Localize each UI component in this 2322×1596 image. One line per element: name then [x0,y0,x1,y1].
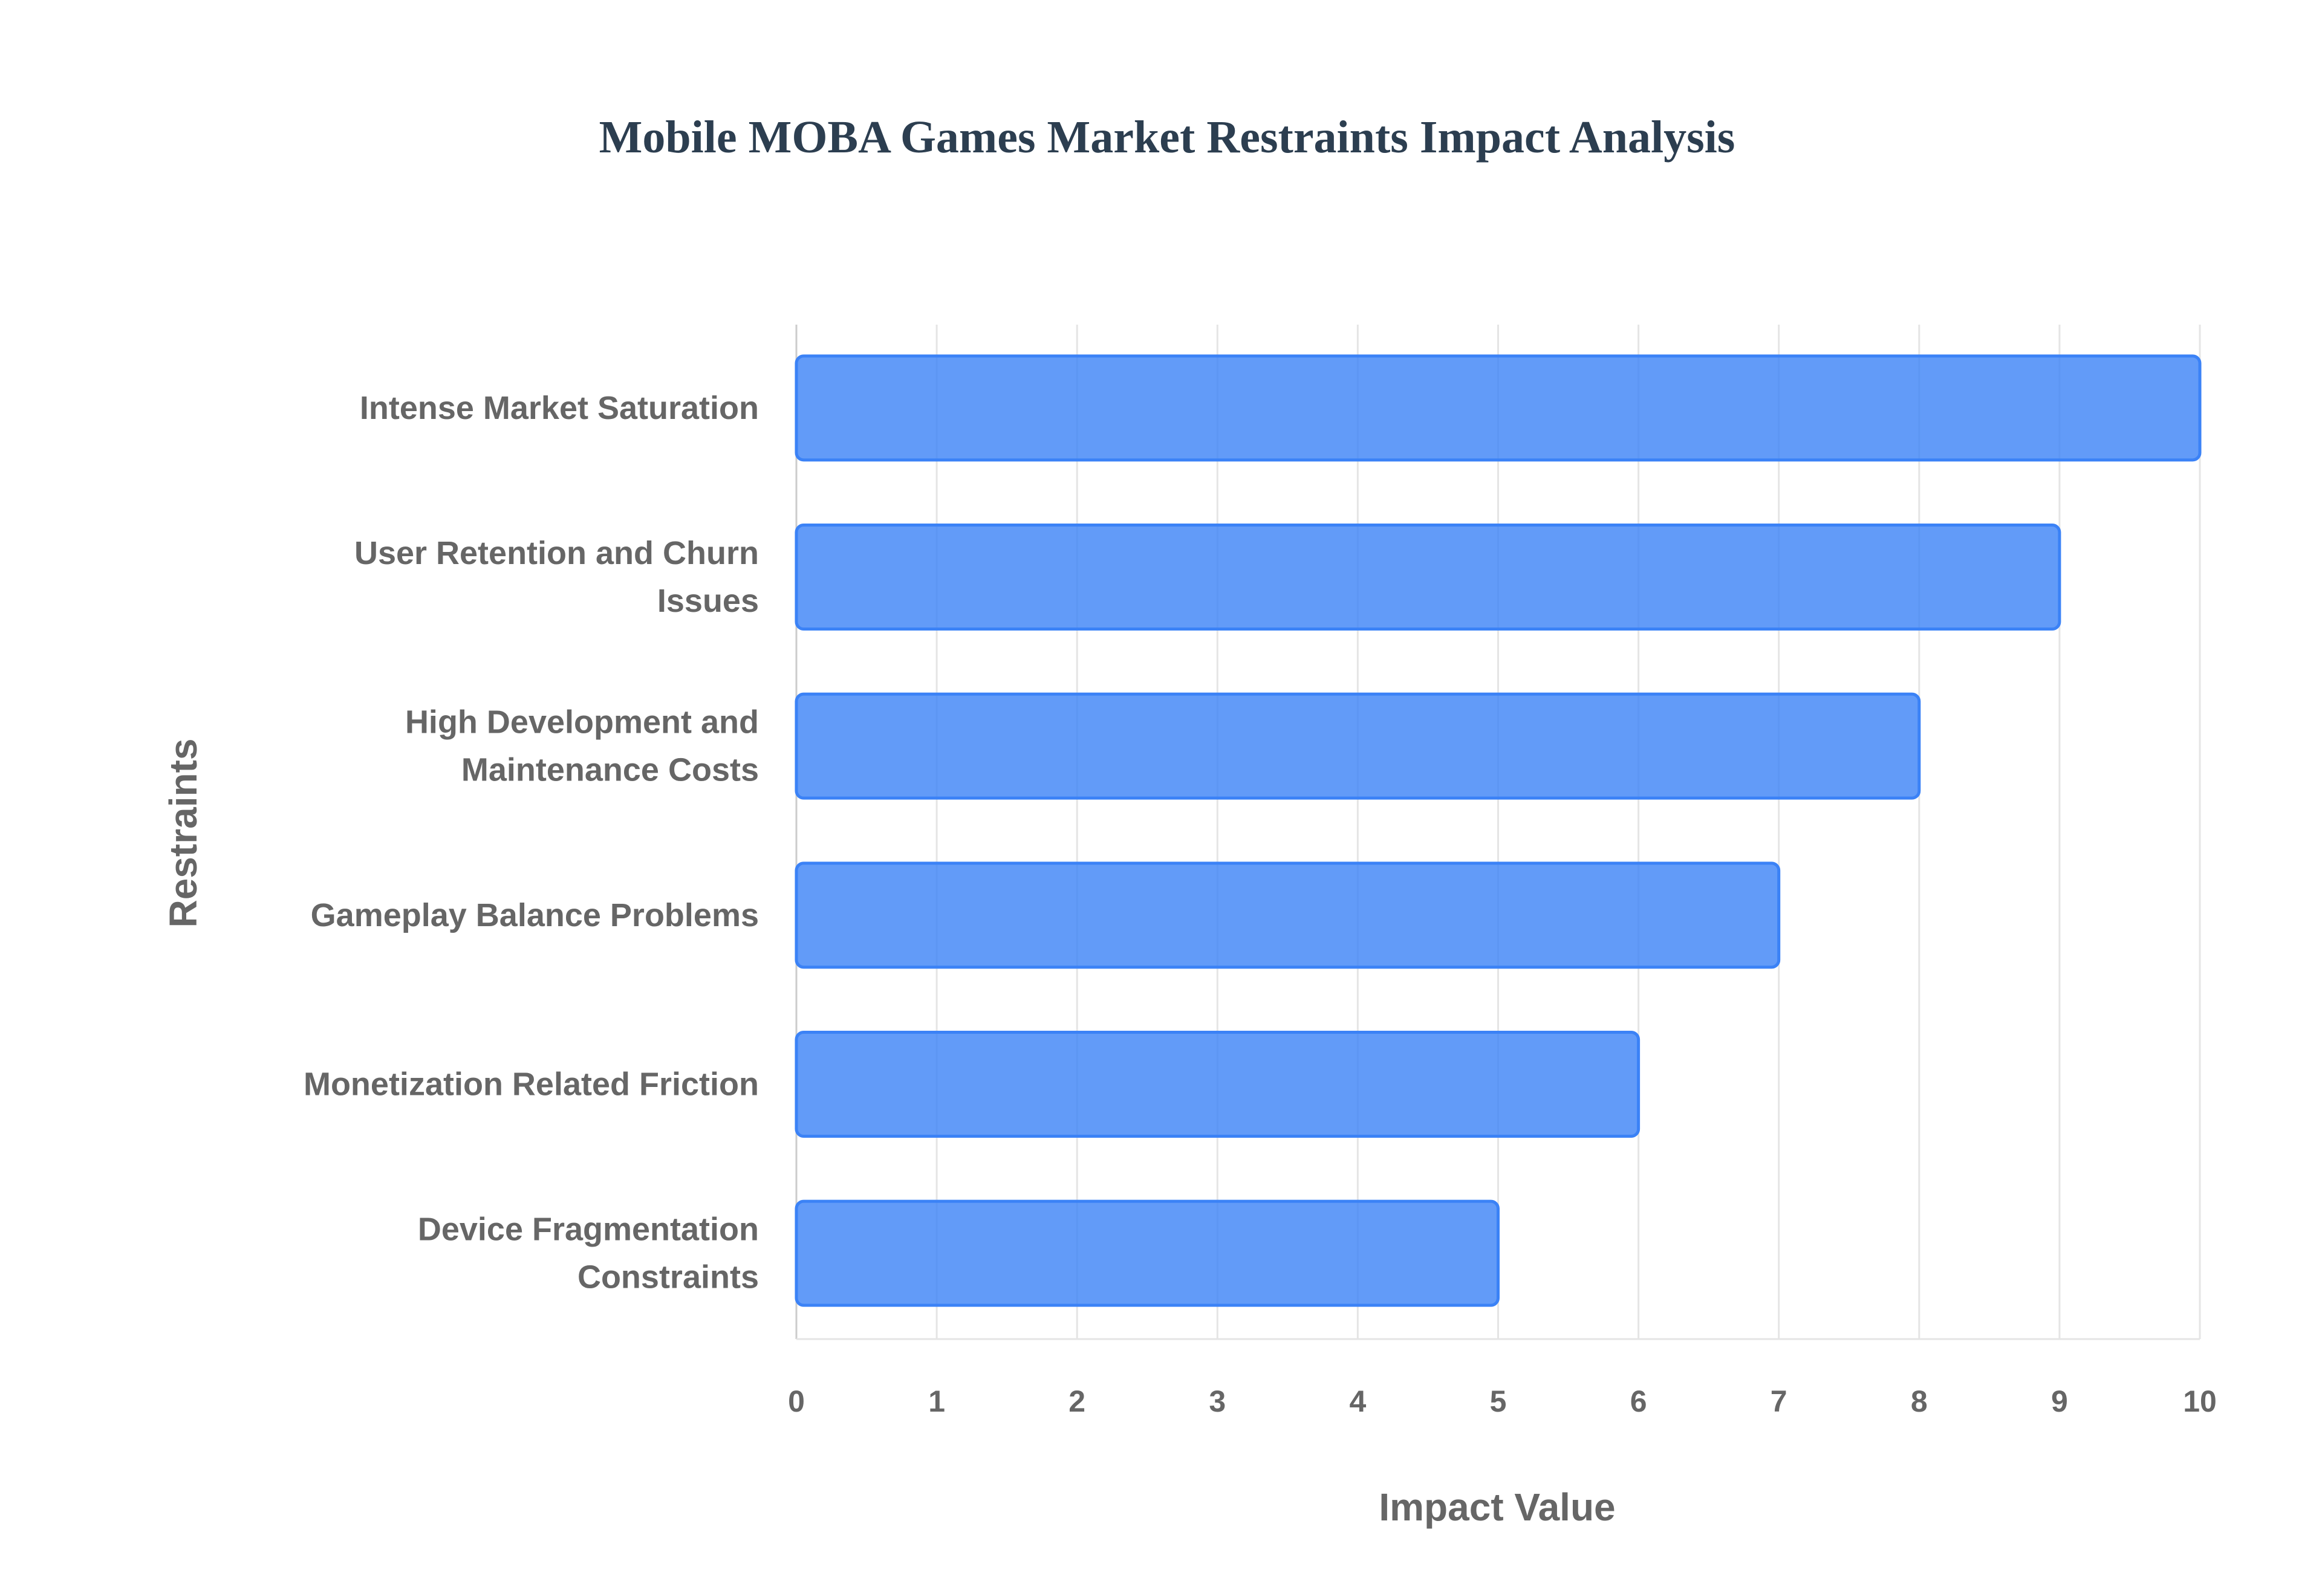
bar[interactable] [795,692,1921,800]
x-ticks: 0 1 2 3 4 5 6 7 8 9 10 [788,1384,2217,1418]
x-tick-label: 0 [788,1384,805,1418]
category-label-line: Maintenance Costs [461,752,759,788]
bar[interactable] [795,354,2202,462]
category-label-line: Monetization Related Friction [304,1066,759,1103]
category-label-line: High Development and [405,704,759,741]
x-tick-label: 10 [2183,1384,2217,1418]
category-label-line: Issues [657,583,759,619]
bar[interactable] [795,524,2061,631]
y-category-label: Monetization Related Friction [304,1066,759,1103]
bar[interactable] [795,861,1781,969]
category-label-line: Constraints [577,1259,759,1296]
y-category-labels: Intense Market Saturation User Retention … [304,390,759,1296]
category-label-line: Device Fragmentation [418,1212,759,1248]
grid [795,325,2201,1340]
x-tick-label: 4 [1349,1384,1366,1418]
category-label-line: Intense Market Saturation [360,390,759,426]
x-tick-label: 6 [1630,1384,1647,1418]
category-label-line: Gameplay Balance Problems [311,897,759,933]
bars [795,354,2202,1307]
x-tick-label: 7 [1771,1384,1787,1418]
x-tick-label: 9 [2051,1384,2068,1418]
chart-title: Mobile MOBA Games Market Restraints Impa… [599,112,1735,163]
y-axis-title: Restraints [161,739,205,928]
y-category-label: Intense Market Saturation [360,390,759,426]
x-tick-label: 5 [1490,1384,1507,1418]
y-category-label: High Development and Maintenance Costs [405,704,759,788]
category-label-line: User Retention and Churn [354,535,759,571]
x-tick-label: 8 [1911,1384,1928,1418]
bar[interactable] [795,1031,1641,1138]
x-tick-label: 3 [1209,1384,1226,1418]
bar[interactable] [795,1199,1500,1307]
x-axis-title: Impact Value [1379,1485,1615,1529]
x-tick-label: 2 [1068,1384,1085,1418]
y-category-label: Gameplay Balance Problems [311,897,759,933]
y-category-label: Device Fragmentation Constraints [418,1212,759,1296]
x-tick-label: 1 [928,1384,945,1418]
y-category-label: User Retention and Churn Issues [354,535,759,619]
